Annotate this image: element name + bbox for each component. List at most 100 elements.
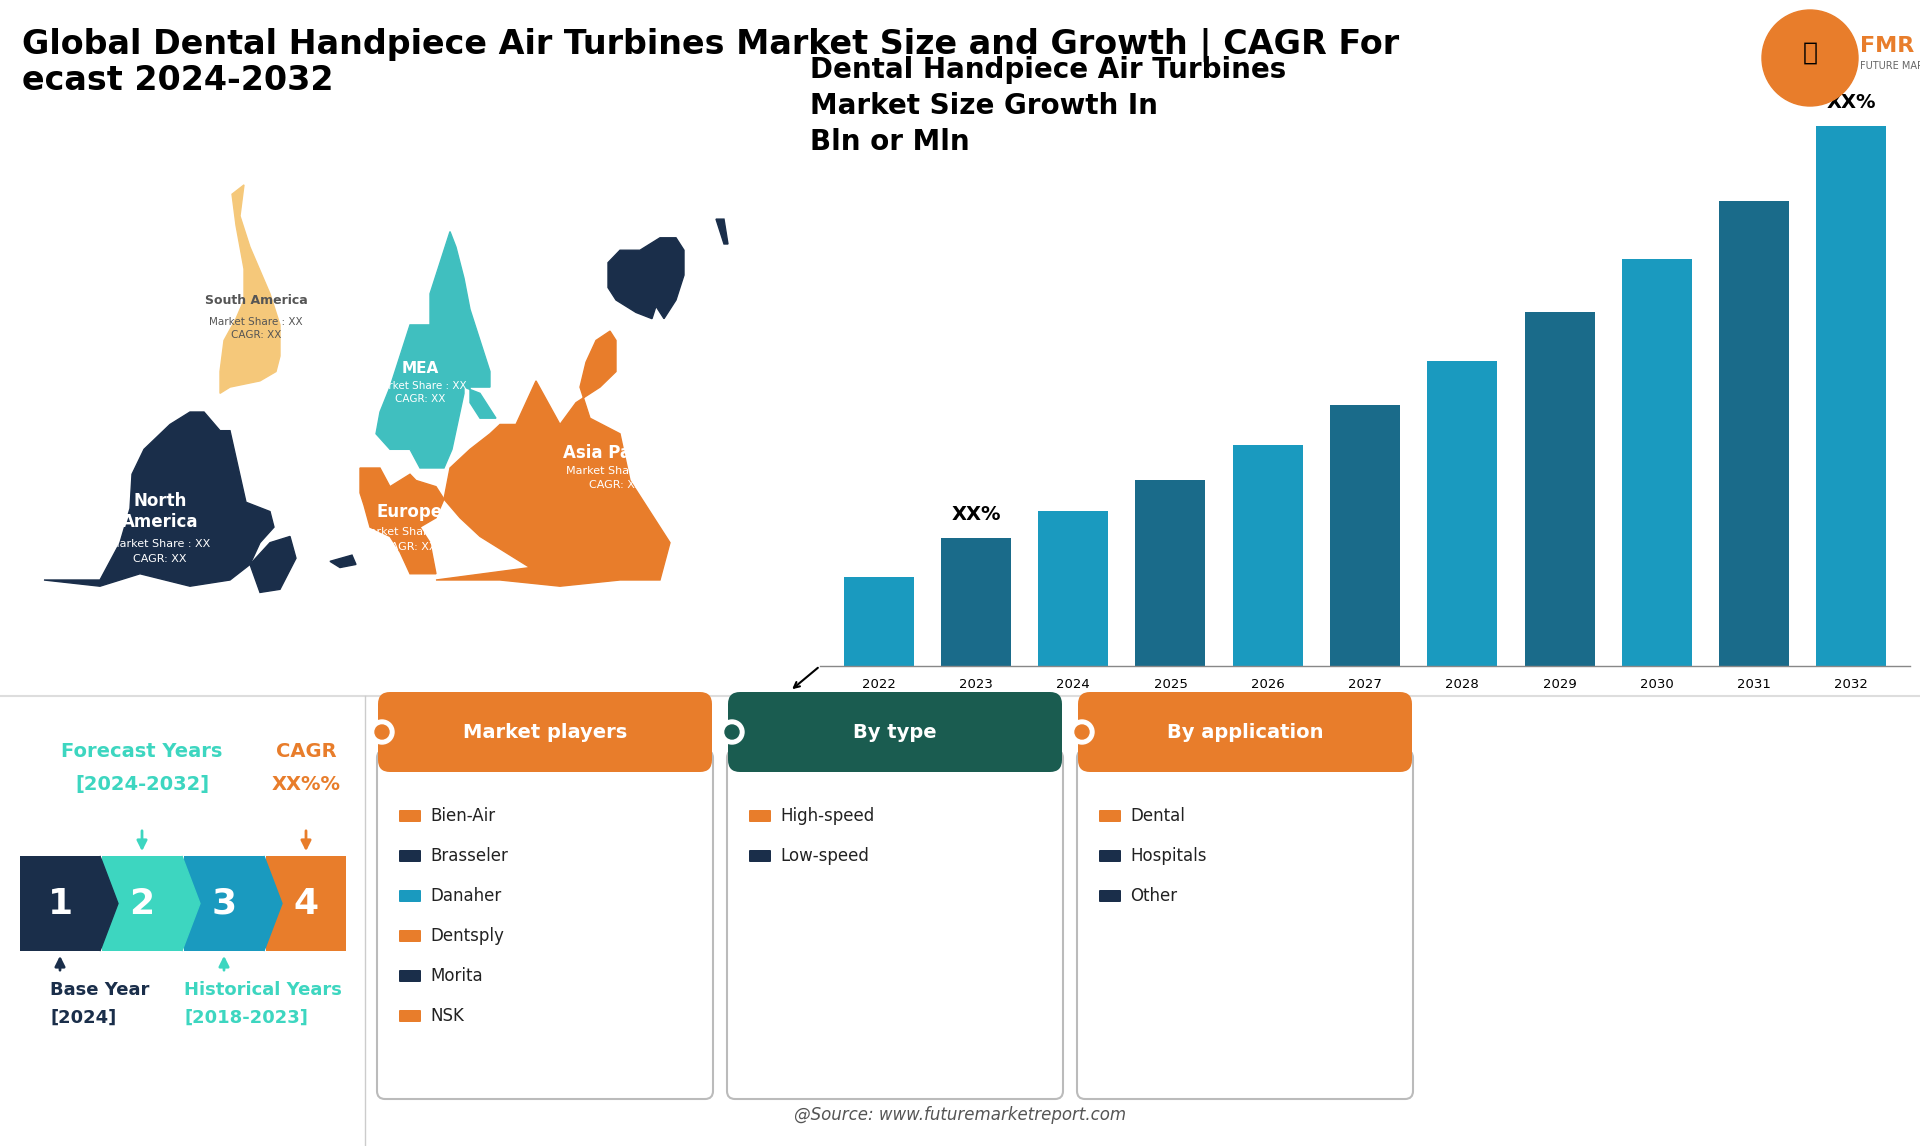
Circle shape (1763, 10, 1859, 105)
Polygon shape (361, 468, 444, 574)
FancyBboxPatch shape (378, 692, 712, 772)
Text: Europe: Europe (376, 503, 444, 521)
FancyBboxPatch shape (728, 692, 1062, 772)
FancyBboxPatch shape (399, 931, 420, 942)
Text: Historical Years: Historical Years (184, 981, 342, 999)
Text: Danaher: Danaher (430, 887, 501, 905)
Text: XX%: XX% (950, 504, 1000, 524)
Text: 2022: 2022 (862, 678, 895, 691)
Text: FMR: FMR (1860, 36, 1914, 56)
FancyBboxPatch shape (399, 890, 420, 902)
Text: 2030: 2030 (1640, 678, 1674, 691)
Text: XX%%: XX%% (271, 775, 340, 794)
Text: Market Share : XX: Market Share : XX (566, 466, 666, 476)
Text: CAGR: XX: CAGR: XX (132, 554, 186, 564)
Text: 2029: 2029 (1542, 678, 1576, 691)
Circle shape (720, 720, 745, 744)
Text: MEA: MEA (401, 361, 438, 376)
FancyBboxPatch shape (376, 749, 712, 1099)
Text: CAGR: XX: CAGR: XX (396, 394, 445, 403)
Circle shape (1069, 720, 1094, 744)
Text: ecast 2024-2032: ecast 2024-2032 (21, 64, 334, 97)
FancyBboxPatch shape (399, 1010, 420, 1022)
Text: By application: By application (1167, 722, 1323, 741)
Text: Other: Other (1131, 887, 1177, 905)
Polygon shape (182, 856, 200, 951)
FancyBboxPatch shape (749, 810, 772, 822)
Polygon shape (221, 185, 280, 393)
Polygon shape (436, 331, 670, 587)
Bar (1524, 312, 1596, 666)
Text: CAGR: CAGR (276, 741, 336, 761)
Polygon shape (716, 219, 728, 244)
FancyBboxPatch shape (399, 850, 420, 862)
Text: 2026: 2026 (1250, 678, 1284, 691)
FancyBboxPatch shape (749, 850, 772, 862)
Text: CAGR: XX: CAGR: XX (230, 330, 280, 340)
Text: [2024-2032]: [2024-2032] (75, 775, 209, 794)
Text: 2027: 2027 (1348, 678, 1382, 691)
FancyBboxPatch shape (1098, 810, 1121, 822)
Bar (1718, 202, 1789, 666)
Text: 2025: 2025 (1154, 678, 1187, 691)
Text: Asia Pacific: Asia Pacific (563, 444, 670, 462)
Bar (1039, 511, 1108, 666)
Bar (1427, 361, 1498, 666)
Text: 2028: 2028 (1446, 678, 1478, 691)
Bar (267, 856, 346, 951)
Polygon shape (609, 237, 684, 319)
Text: 🦷: 🦷 (1803, 41, 1818, 65)
Bar (1331, 405, 1400, 666)
Text: 2031: 2031 (1738, 678, 1770, 691)
Bar (184, 856, 265, 951)
Text: 1: 1 (48, 887, 73, 920)
Bar (843, 578, 914, 666)
Text: 3: 3 (211, 887, 236, 920)
Text: Dental Handpiece Air Turbines: Dental Handpiece Air Turbines (810, 56, 1286, 84)
Circle shape (374, 725, 390, 739)
Text: 2024: 2024 (1056, 678, 1091, 691)
Polygon shape (265, 856, 282, 951)
Text: Bien-Air: Bien-Air (430, 807, 495, 825)
Polygon shape (44, 413, 275, 587)
FancyBboxPatch shape (1098, 850, 1121, 862)
Text: Dentsply: Dentsply (430, 927, 503, 945)
Text: 2: 2 (129, 887, 156, 920)
FancyBboxPatch shape (1077, 749, 1413, 1099)
Text: Global Dental Handpiece Air Turbines Market Size and Growth | CAGR For: Global Dental Handpiece Air Turbines Mar… (21, 28, 1400, 62)
Text: XX%: XX% (1826, 93, 1876, 112)
Bar (19, 856, 100, 951)
Text: 2032: 2032 (1834, 678, 1868, 691)
Bar (102, 856, 182, 951)
Polygon shape (330, 555, 355, 567)
Bar (1233, 445, 1304, 666)
Text: Bln or Mln: Bln or Mln (810, 128, 970, 156)
Text: Brasseler: Brasseler (430, 847, 509, 865)
Polygon shape (100, 856, 117, 951)
Circle shape (726, 725, 739, 739)
Text: @Source: www.futuremarketreport.com: @Source: www.futuremarketreport.com (795, 1106, 1125, 1124)
Text: By type: By type (852, 722, 937, 741)
Text: CAGR: XX: CAGR: XX (384, 542, 436, 552)
Text: Market Share : XX: Market Share : XX (372, 380, 467, 391)
Text: [2024]: [2024] (50, 1008, 117, 1027)
Polygon shape (250, 536, 296, 592)
Text: Hospitals: Hospitals (1131, 847, 1206, 865)
Text: Morita: Morita (430, 967, 482, 986)
Text: Market players: Market players (463, 722, 628, 741)
Text: Low-speed: Low-speed (780, 847, 870, 865)
Text: Base Year: Base Year (50, 981, 150, 999)
Circle shape (1075, 725, 1089, 739)
Text: High-speed: High-speed (780, 807, 874, 825)
Bar (1816, 126, 1885, 666)
Text: Market Size Growth In: Market Size Growth In (810, 92, 1158, 120)
Text: Dental: Dental (1131, 807, 1185, 825)
FancyBboxPatch shape (1077, 692, 1411, 772)
Circle shape (371, 720, 394, 744)
FancyBboxPatch shape (399, 970, 420, 982)
Text: NSK: NSK (430, 1007, 465, 1025)
FancyBboxPatch shape (1098, 890, 1121, 902)
Bar (941, 537, 1012, 666)
FancyBboxPatch shape (399, 810, 420, 822)
Polygon shape (376, 231, 495, 468)
